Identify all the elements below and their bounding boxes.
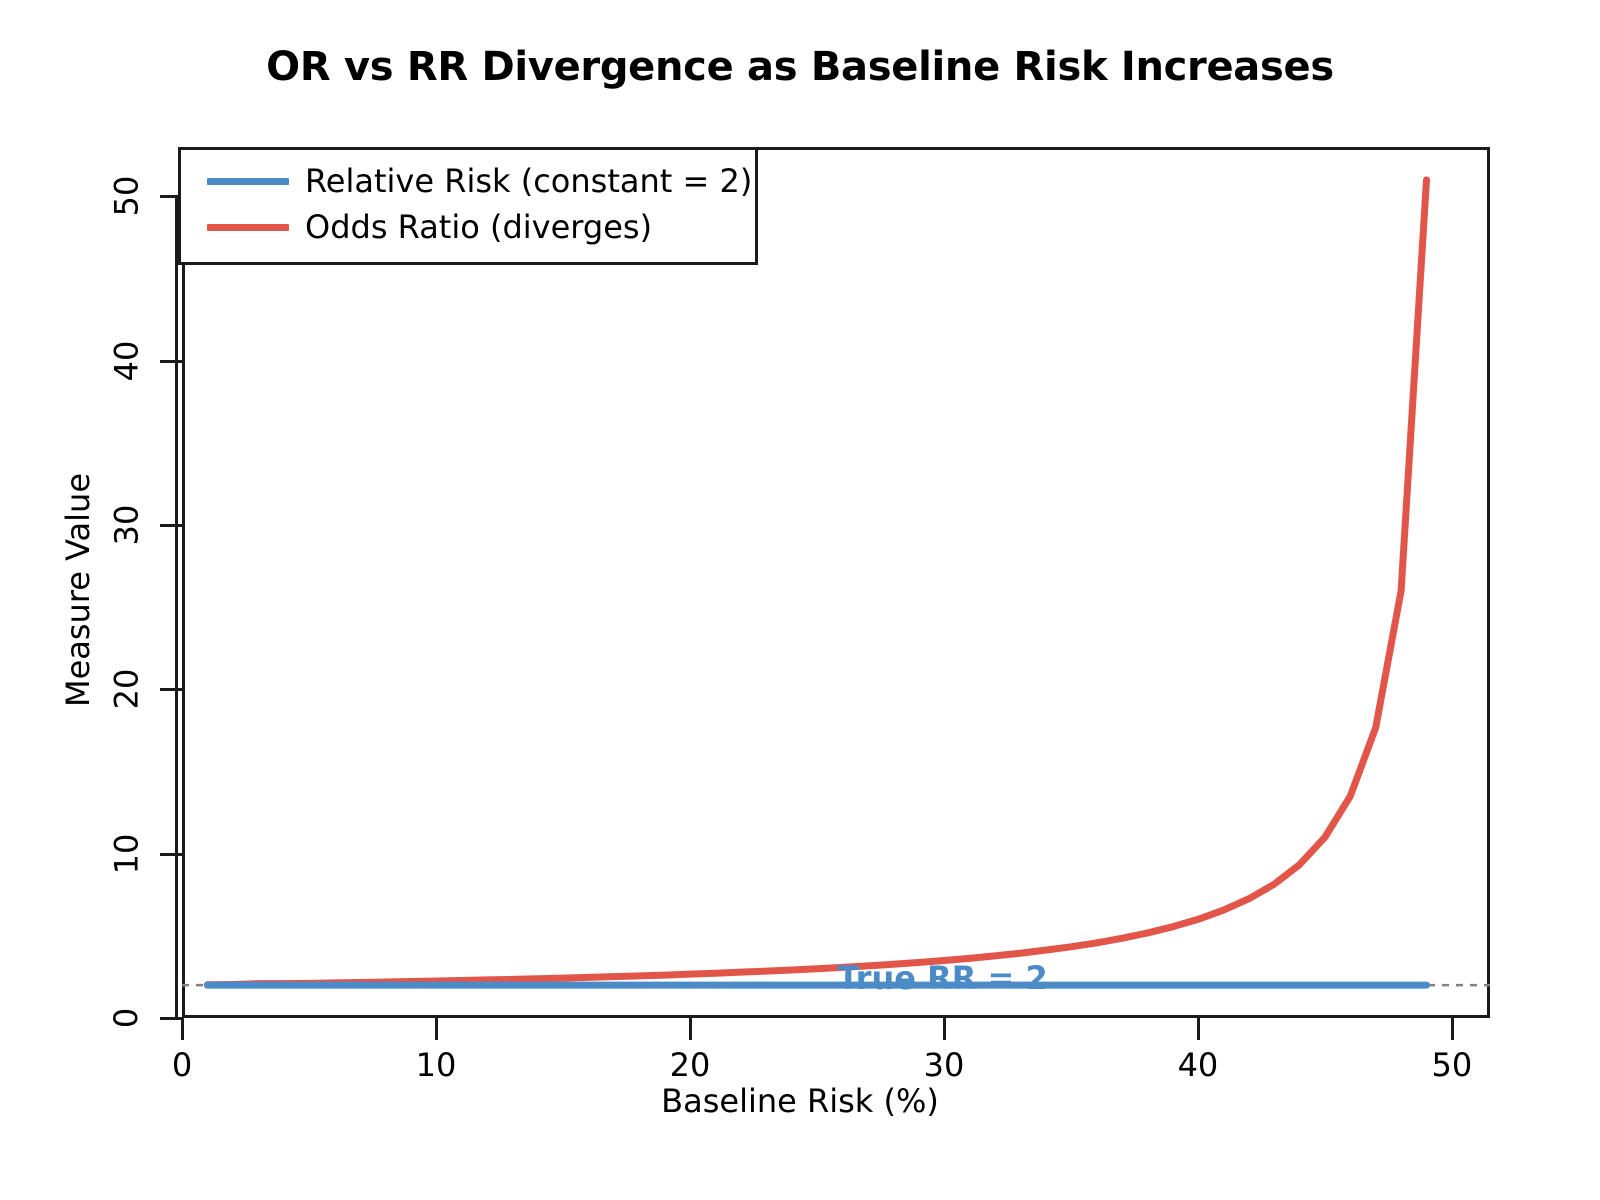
x-tick-mark <box>1196 1018 1200 1040</box>
legend-label-odds-ratio: Odds Ratio (diverges) <box>305 208 653 246</box>
y-tick-mark <box>160 195 182 199</box>
x-tick-label: 10 <box>415 1046 457 1084</box>
plot-area-frame <box>182 147 1490 1018</box>
legend-swatch-relative-risk <box>207 178 289 185</box>
x-axis-title: Baseline Risk (%) <box>661 1082 939 1120</box>
x-tick-label: 50 <box>1431 1046 1473 1084</box>
y-tick-mark <box>160 688 182 692</box>
x-tick-label: 40 <box>1177 1046 1219 1084</box>
legend-entry-odds-ratio: Odds Ratio (diverges) <box>181 204 755 250</box>
y-axis-line <box>175 196 178 1018</box>
x-tick-mark <box>688 1018 692 1040</box>
y-tick-mark <box>160 1017 182 1020</box>
x-tick-label: 30 <box>923 1046 965 1084</box>
legend-label-relative-risk: Relative Risk (constant = 2) <box>305 162 753 200</box>
y-tick-mark <box>160 523 182 527</box>
odds-ratio-curve <box>203 176 1430 989</box>
x-tick-mark <box>1450 1018 1454 1040</box>
chart-legend: Relative Risk (constant = 2) Odds Ratio … <box>178 147 758 265</box>
legend-swatch-odds-ratio <box>207 224 289 231</box>
x-tick-label: 20 <box>669 1046 711 1084</box>
legend-entry-relative-risk: Relative Risk (constant = 2) <box>181 158 755 204</box>
y-tick-mark <box>160 852 182 856</box>
y-tick-mark <box>160 359 182 363</box>
y-axis-title: Measure Value <box>59 472 97 708</box>
x-tick-mark <box>434 1018 438 1040</box>
x-tick-label: 0 <box>171 1046 193 1084</box>
chart-title: OR vs RR Divergence as Baseline Risk Inc… <box>266 44 1334 90</box>
plot-canvas <box>182 176 1490 989</box>
true-rr-annotation: True RR = 2 <box>837 959 1048 998</box>
x-tick-mark <box>942 1018 946 1040</box>
x-tick-mark <box>181 1018 184 1040</box>
